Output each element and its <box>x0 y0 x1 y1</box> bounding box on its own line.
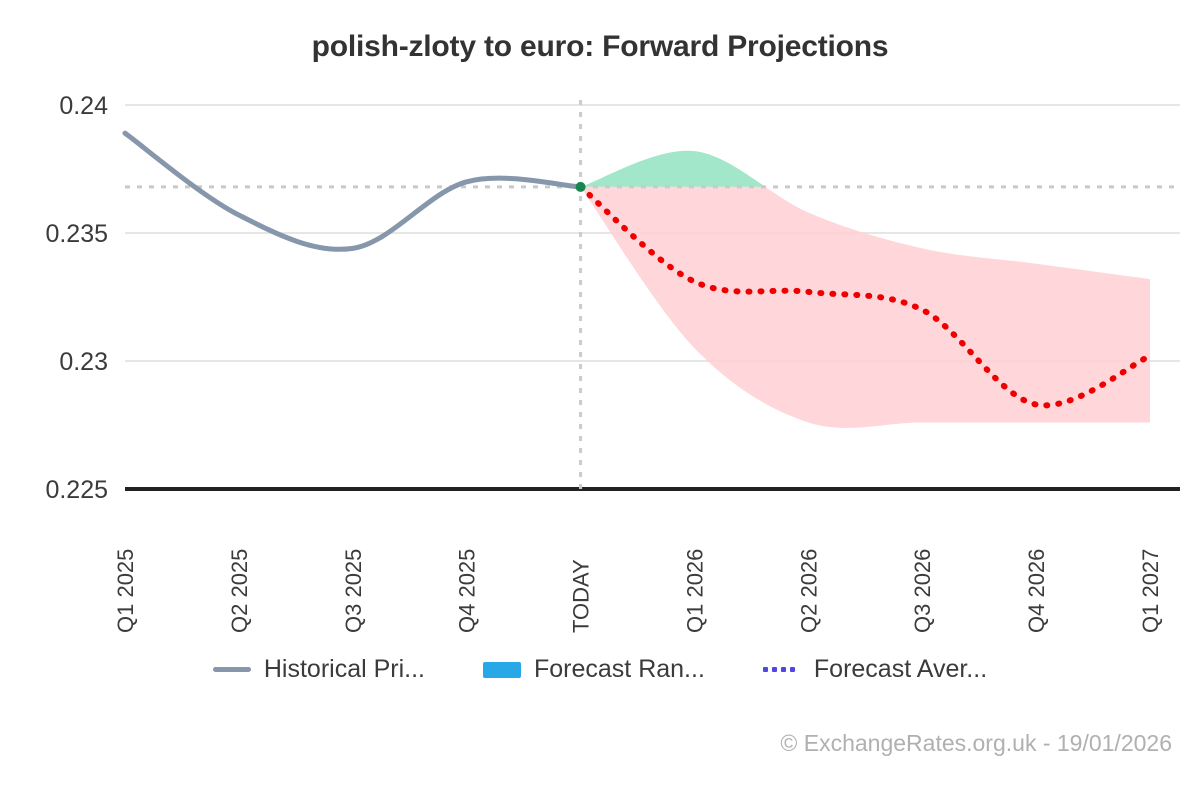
x-axis-tick-9: Q1 2027 <box>1138 549 1163 633</box>
forecast-range-swatch-icon <box>483 661 521 678</box>
legend-label-forecast-range: Forecast Ran... <box>534 655 705 683</box>
x-axis-tick-1: Q2 2025 <box>227 549 252 633</box>
x-axis-tick-7: Q3 2026 <box>910 549 935 633</box>
forecast-range-upper-band <box>580 150 1150 187</box>
legend-label-historical-price: Historical Pri... <box>263 655 425 683</box>
y-axis-tick-1: 0.235 <box>45 220 108 248</box>
legend-label-forecast-average: Forecast Aver... <box>813 655 988 683</box>
x-axis-tick-0: Q1 2025 <box>113 549 138 633</box>
x-axis-tick-4: TODAY <box>569 559 594 633</box>
x-axis-tick-5: Q1 2026 <box>682 549 707 633</box>
x-axis-tick-6: Q2 2026 <box>796 549 821 633</box>
legend-item-forecast-average[interactable]: Forecast Aver... <box>762 655 988 684</box>
chart-plot-area: 0.24 0.235 0.23 0.225 Q1 2025 Q2 2025 Q3 2025… <box>45 92 1180 633</box>
y-axis-tick-2: 0.23 <box>59 348 108 376</box>
x-axis-tick-3: Q4 2025 <box>455 549 480 633</box>
forecast-average-line <box>577 183 1153 409</box>
x-axis-tick-labels: Q1 2025 Q2 2025 Q3 2025 Q4 2025 TODAY Q1 2026… <box>113 549 1163 633</box>
chart-title: polish-zloty to euro: Forward Projection… <box>311 30 889 63</box>
copyright-footer: © ExchangeRates.org.uk - 19/01/2026 <box>780 730 1172 756</box>
today-point-marker <box>575 181 586 192</box>
chart-legend: Historical Pri... Forecast Ran... Foreca… <box>0 655 1200 684</box>
y-axis-tick-3: 0.225 <box>45 476 108 504</box>
legend-item-historical-price[interactable]: Historical Pri... <box>212 655 425 684</box>
forecast-average-swatch-icon <box>762 667 801 673</box>
x-axis-tick-8: Q4 2026 <box>1024 549 1049 633</box>
y-axis-tick-0: 0.24 <box>59 92 108 120</box>
y-axis-tick-labels: 0.24 0.235 0.23 0.225 <box>45 92 108 504</box>
legend-item-forecast-range[interactable]: Forecast Ran... <box>483 655 705 684</box>
historical-price-line <box>122 130 584 252</box>
historical-price-swatch-icon <box>212 667 251 672</box>
x-axis-tick-2: Q3 2025 <box>341 549 366 633</box>
forecast-range-lower-band <box>580 186 1150 428</box>
